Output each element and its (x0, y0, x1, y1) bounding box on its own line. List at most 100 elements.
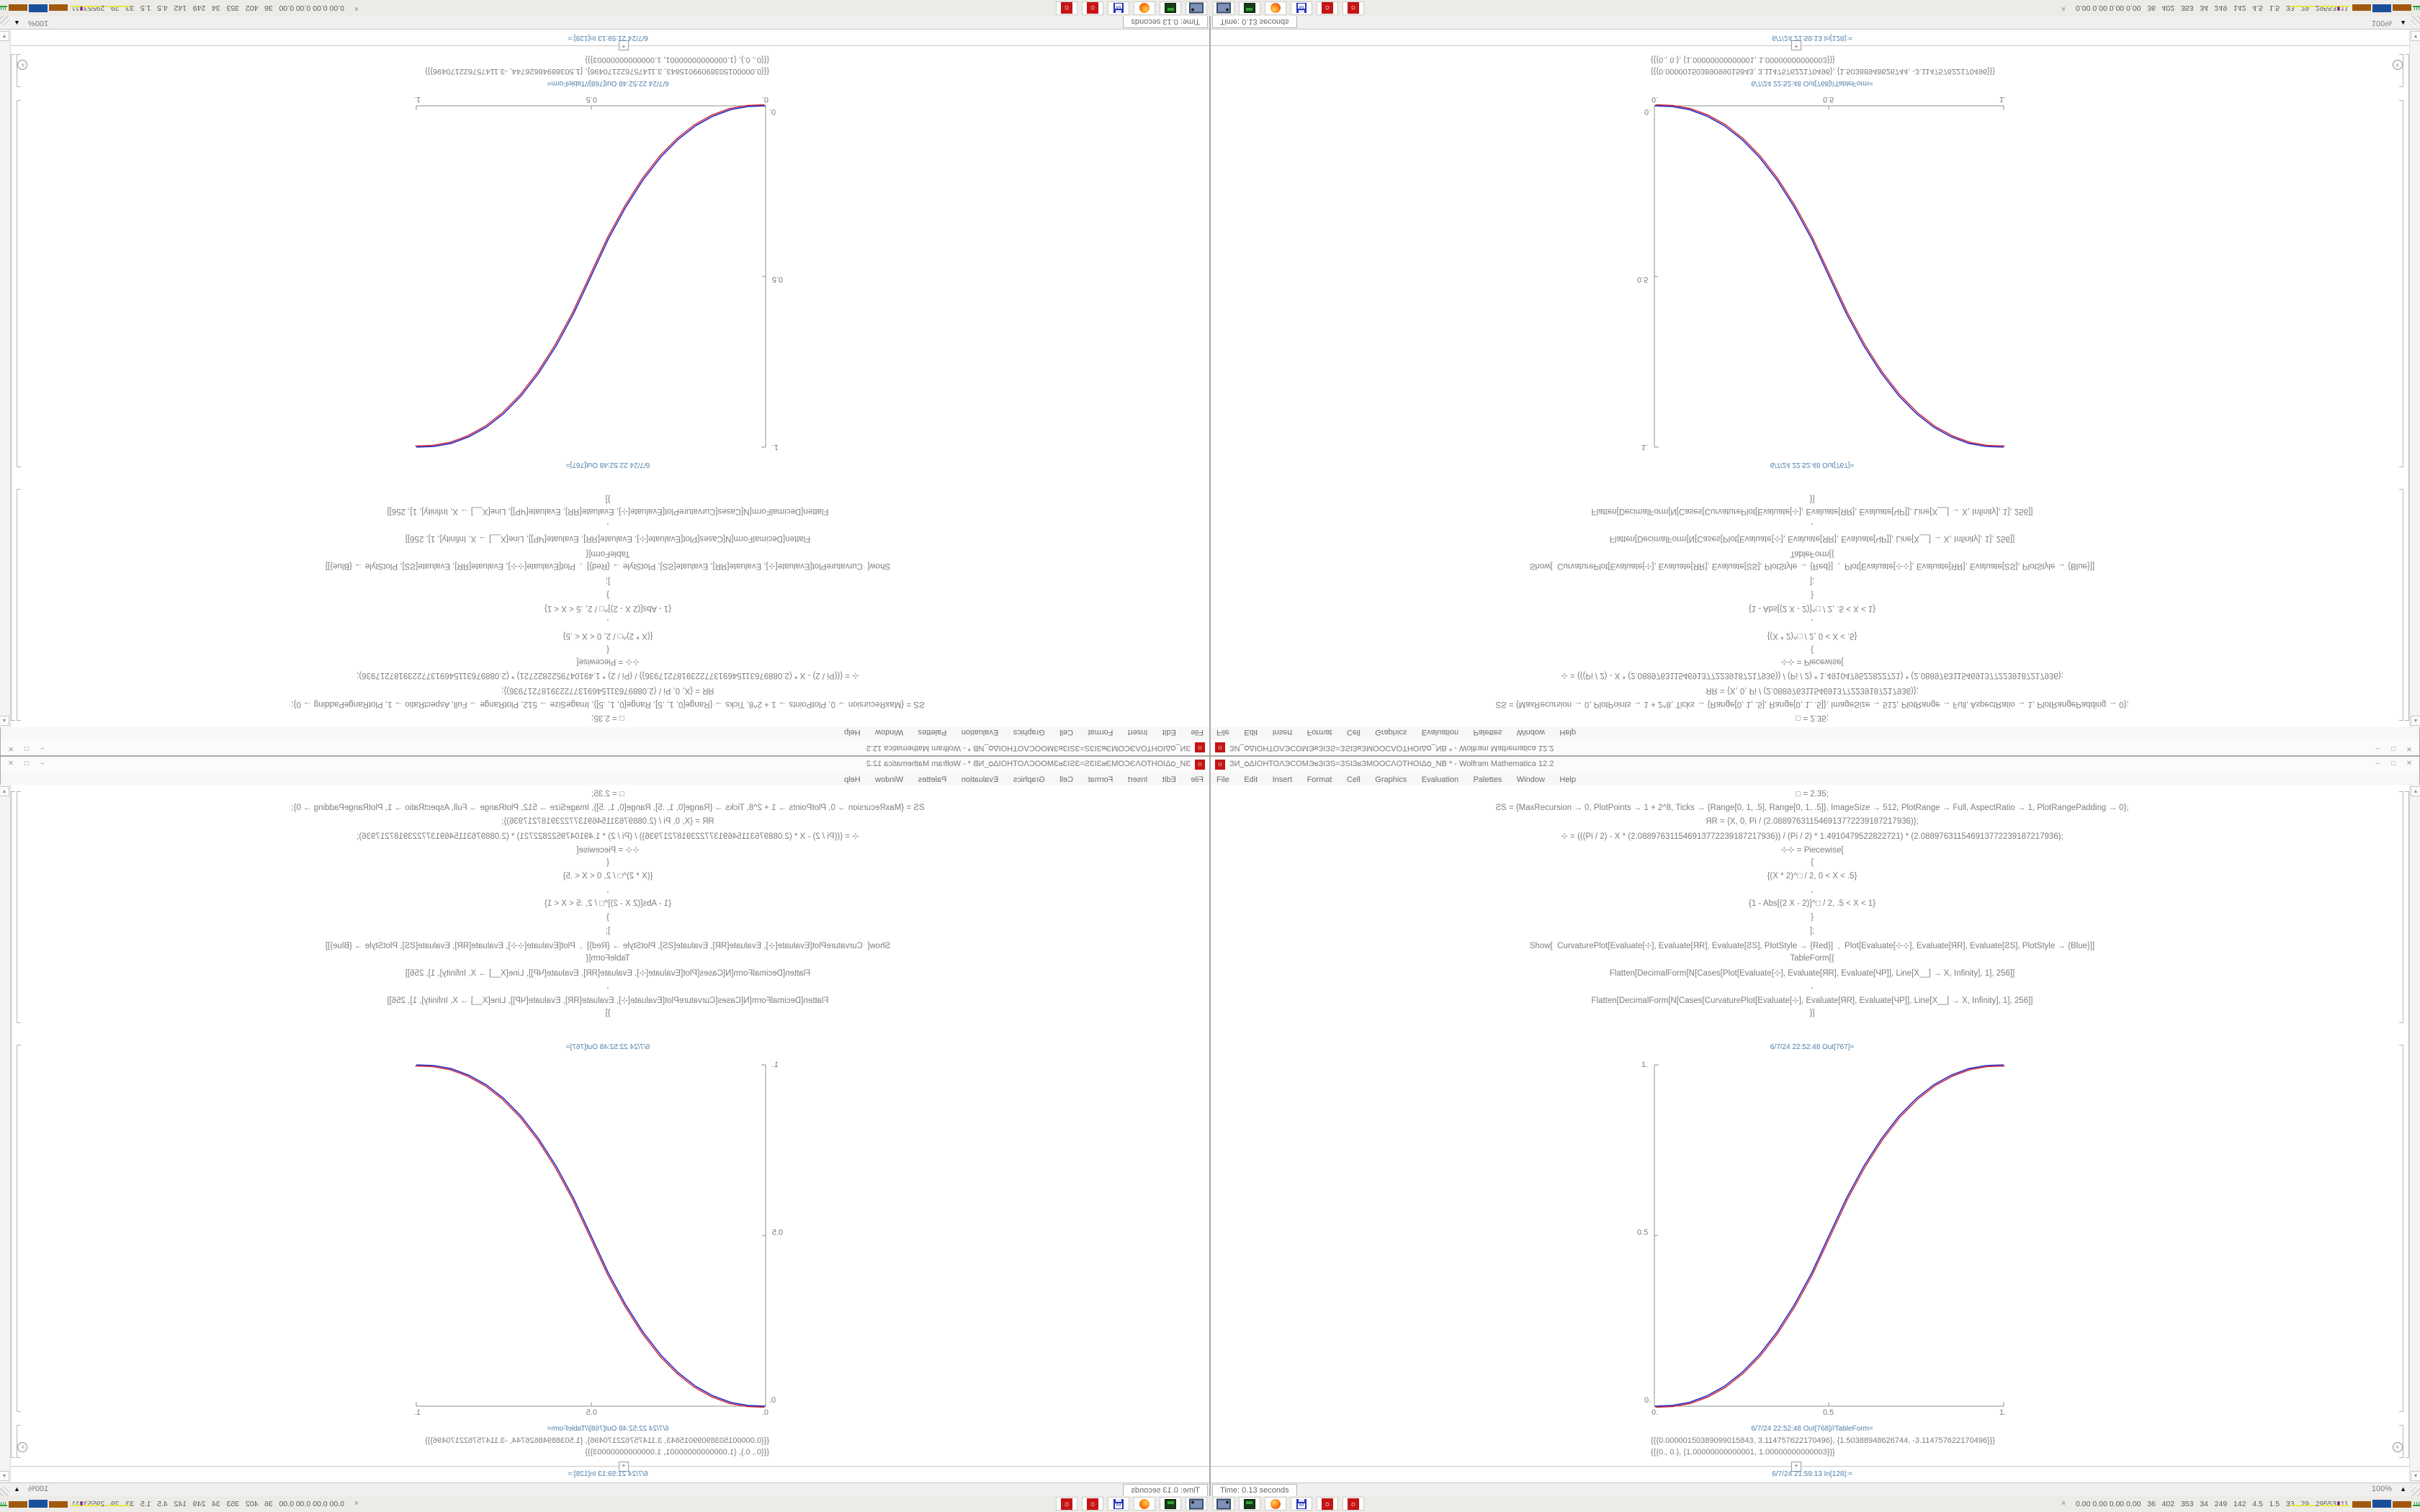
code-line[interactable]: , (1811, 981, 1814, 990)
scroll-up-arrow-icon[interactable]: ▴ (2411, 716, 2420, 726)
code-line[interactable]: Flatten[DecimalForm[N[Cases[CurvaturePlo… (1591, 996, 2033, 1005)
sysmonitor-chevron-icon[interactable]: » (352, 1500, 361, 1506)
code-line[interactable]: Flatten[DecimalForm[N[Cases[CurvaturePlo… (1591, 507, 2033, 516)
menu-palettes[interactable]: Palettes (1473, 775, 1502, 784)
magnification-dropdown-icon[interactable]: ▲ (2400, 1485, 2406, 1493)
code-line[interactable]: { (606, 645, 609, 654)
menu-graphics[interactable]: Graphics (1013, 728, 1045, 737)
code-line[interactable]: {(X * 2)^□ / 2, 0 < X < .5} (1767, 631, 1857, 640)
menu-file[interactable]: File (1216, 728, 1229, 737)
code-line[interactable]: } (606, 590, 609, 599)
menu-help[interactable]: Help (844, 775, 861, 784)
cell-group-bracket[interactable] (11, 54, 15, 721)
input-cell[interactable]: □ = 2.35; ƧS = {MaxRecursion → 0, PlotPo… (1232, 490, 2392, 722)
menu-window[interactable]: Window (875, 728, 904, 737)
taskbar-mathematica-gear-icon[interactable]: ☼ (1056, 1, 1077, 15)
scroll-down-arrow-icon[interactable]: ▾ (0, 1471, 9, 1481)
code-line[interactable]: Flatten[DecimalForm[N[Cases[Plot[Evaluat… (405, 534, 811, 543)
expand-cells-icon[interactable]: » (17, 1442, 27, 1452)
menu-edit[interactable]: Edit (1244, 775, 1258, 784)
cell-insert-bar[interactable] (1211, 45, 2420, 46)
minimize-button[interactable]: – (40, 760, 45, 768)
close-button[interactable]: ✕ (2406, 744, 2413, 752)
menu-palettes[interactable]: Palettes (1473, 728, 1502, 737)
minimize-button[interactable]: – (2375, 744, 2380, 752)
code-line[interactable]: {(X * 2)^□ / 2, 0 < X < .5} (1767, 872, 1857, 881)
code-line[interactable]: } (1811, 913, 1814, 922)
menu-format[interactable]: Format (1307, 728, 1332, 737)
code-line[interactable]: } (1811, 590, 1814, 599)
menu-help[interactable]: Help (1559, 775, 1576, 784)
menu-cell[interactable]: Cell (1059, 775, 1074, 784)
menu-format[interactable]: Format (1088, 775, 1113, 784)
code-line[interactable]: TableForm[{ (586, 954, 630, 963)
magnification-value[interactable]: 100% (28, 19, 49, 27)
taskbar-tape-drive-icon[interactable] (1239, 1497, 1260, 1511)
menu-help[interactable]: Help (844, 728, 861, 737)
taskbar-mathematica-gear-icon[interactable]: ☼ (1317, 1, 1338, 15)
expand-cells-icon[interactable]: » (2393, 1442, 2403, 1452)
taskbar-mathematica-gear-icon[interactable]: ☼ (1343, 1, 1364, 15)
minimize-button[interactable]: – (2375, 760, 2380, 768)
vertical-scrollbar[interactable]: ▴ ▾ (2409, 785, 2420, 1482)
magnification-dropdown-icon[interactable]: ▲ (14, 19, 20, 27)
code-line[interactable]: , (606, 618, 609, 626)
input-cell-bracket[interactable] (17, 791, 21, 1023)
out-plot-cell-bracket[interactable] (17, 1045, 21, 1412)
code-line[interactable]: , (606, 981, 609, 990)
menu-file[interactable]: File (1191, 775, 1204, 784)
code-line[interactable]: □ = 2.35; (1796, 790, 1829, 798)
code-line[interactable]: , (606, 886, 609, 894)
sysmonitor-chevron-icon[interactable]: » (2059, 6, 2068, 12)
menu-help[interactable]: Help (1559, 728, 1576, 737)
code-line[interactable]: ⊹⊹ = Piecewise[ (1780, 846, 1844, 855)
code-line[interactable]: ⊹ = (((Pi / 2) - X * (2.0889763115469137… (1561, 671, 2063, 680)
cell-insert-bar[interactable] (1211, 1466, 2420, 1467)
code-line[interactable]: } (606, 913, 609, 922)
scroll-up-arrow-icon[interactable]: ▴ (0, 716, 9, 726)
code-line[interactable]: Flatten[DecimalForm[N[Cases[Plot[Evaluat… (405, 969, 811, 978)
magnification-dropdown-icon[interactable]: ▲ (2400, 19, 2406, 27)
code-line[interactable]: ⊹⊹ = Piecewise[ (576, 846, 640, 855)
minimize-button[interactable]: – (40, 744, 45, 752)
sysmonitor-chevron-icon[interactable]: » (2059, 1500, 2068, 1506)
taskbar-firefox-icon[interactable] (1134, 1, 1155, 15)
sysmonitor-chevron-icon[interactable]: » (352, 6, 361, 12)
code-line[interactable]: ]; (1809, 927, 1815, 935)
next-in-cell-label[interactable]: 6/7/24 21:59:13 In[128]:= (1772, 34, 1852, 42)
taskbar-screenshot-monitor-icon[interactable] (1186, 1, 1207, 15)
menu-insert[interactable]: Insert (1127, 728, 1148, 737)
code-line[interactable]: Show[ CurvaturePlot[Evaluate[⊹], Evaluat… (325, 942, 891, 950)
code-line[interactable]: , (1811, 618, 1814, 626)
code-line[interactable]: { (1811, 645, 1814, 654)
scroll-down-arrow-icon[interactable]: ▾ (2411, 1471, 2420, 1481)
maximize-button[interactable]: □ (24, 760, 30, 768)
menu-format[interactable]: Format (1307, 775, 1332, 784)
input-cell[interactable]: □ = 2.35; ƧS = {MaxRecursion → 0, PlotPo… (28, 490, 1188, 722)
code-line[interactable]: □ = 2.35; (591, 714, 624, 722)
menu-evaluation[interactable]: Evaluation (961, 728, 999, 737)
code-line[interactable]: { (1811, 858, 1814, 867)
menu-file[interactable]: File (1191, 728, 1204, 737)
taskbar-floppy-64-icon[interactable]: 64 (1291, 1497, 1312, 1511)
maximize-button[interactable]: □ (24, 744, 30, 752)
code-line[interactable]: {(X * 2)^□ / 2, 0 < X < .5} (563, 631, 653, 640)
scroll-up-arrow-icon[interactable]: ▴ (0, 786, 9, 796)
code-line[interactable]: ⊹⊹ = Piecewise[ (576, 657, 640, 666)
menu-file[interactable]: File (1216, 775, 1229, 784)
code-line[interactable]: , (606, 522, 609, 531)
maximize-button[interactable]: □ (2390, 744, 2396, 752)
cell-insert-bar[interactable] (0, 45, 1209, 46)
code-line[interactable]: Flatten[DecimalForm[N[Cases[CurvaturePlo… (387, 996, 829, 1005)
code-line[interactable]: , (1811, 522, 1814, 531)
close-button[interactable]: ✕ (2406, 760, 2413, 768)
out-table-cell-bracket[interactable] (2399, 1425, 2403, 1458)
input-cell[interactable]: □ = 2.35; ƧS = {MaxRecursion → 0, PlotPo… (28, 790, 1188, 1022)
taskbar-tape-drive-icon[interactable] (1160, 1497, 1181, 1511)
code-line[interactable]: TableForm[{ (1790, 549, 1834, 558)
close-button[interactable]: ✕ (7, 760, 14, 768)
code-line[interactable]: ⊹ = (((Pi / 2) - X * (2.0889763115469137… (1561, 832, 2063, 841)
code-line[interactable]: TableForm[{ (586, 549, 630, 558)
out-plot-cell-bracket[interactable] (2399, 100, 2403, 467)
menu-window[interactable]: Window (875, 775, 904, 784)
